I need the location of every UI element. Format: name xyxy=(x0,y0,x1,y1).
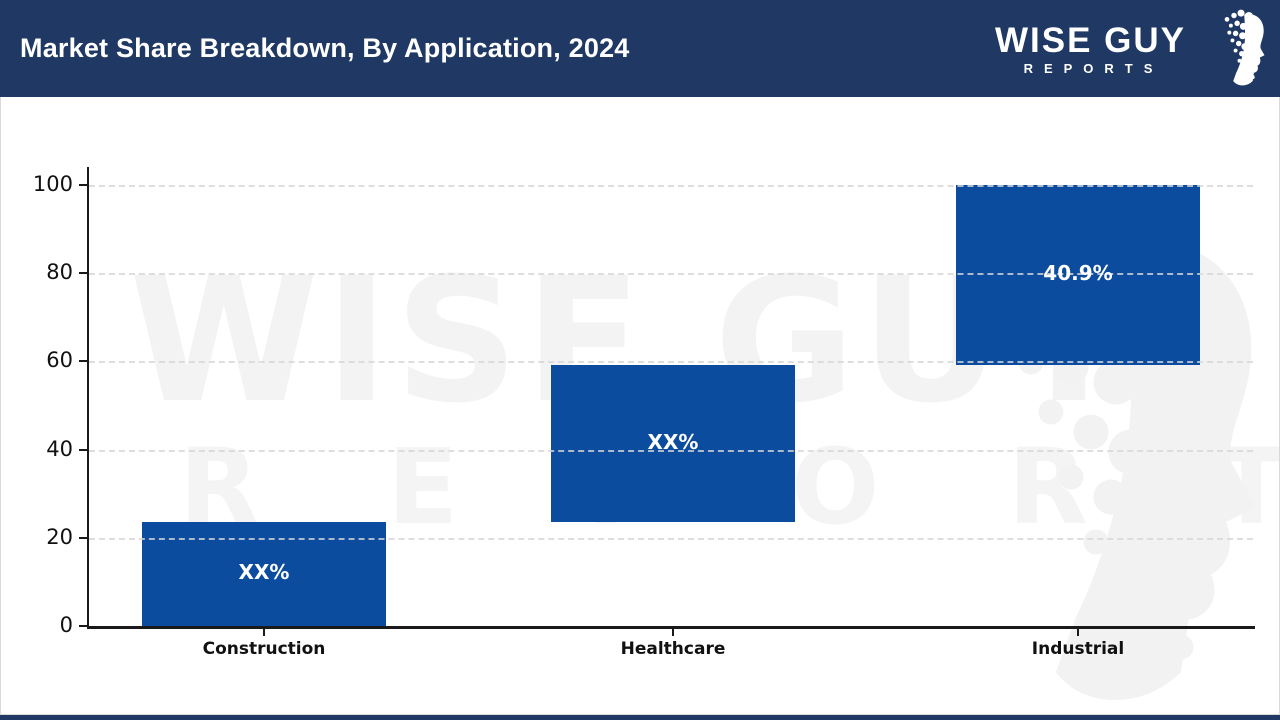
gridline-y40 xyxy=(89,449,1253,452)
y-tick-label: 40 xyxy=(46,436,73,461)
x-tick-mark xyxy=(672,629,674,636)
bar-value-label: XX% xyxy=(238,560,290,585)
dotted-head-icon xyxy=(1224,9,1265,85)
bar-value-label: XX% xyxy=(647,429,699,454)
y-tick-label: 100 xyxy=(32,172,73,196)
y-tick-mark xyxy=(79,625,87,627)
gridline-y80 xyxy=(89,273,1253,276)
brand-logo-text: WISE GUY REPORTS xyxy=(995,23,1186,75)
brand-logo: WISE GUY REPORTS xyxy=(995,7,1266,91)
y-tick-mark xyxy=(79,272,87,275)
footer-bar xyxy=(0,715,1280,720)
y-axis-spine xyxy=(87,167,89,629)
brand-name: WISE GUY xyxy=(994,20,1186,60)
y-tick-label: 0 xyxy=(59,613,73,637)
x-tick-mark xyxy=(1077,629,1079,636)
x-axis-spine xyxy=(87,626,1255,629)
y-tick-mark xyxy=(79,360,87,363)
page-title: Market Share Breakdown, By Application, … xyxy=(20,33,630,63)
bar-healthcare xyxy=(551,365,795,523)
y-tick-mark xyxy=(79,536,87,539)
bar-value-label: 40.9% xyxy=(1043,261,1113,286)
x-category-label: Industrial xyxy=(1031,639,1125,659)
brand-subname: REPORTS xyxy=(1023,60,1164,76)
chart-area: WISE GUY R E P O R T S 020406080100XX%Co… xyxy=(0,97,1280,715)
x-category-label: Construction xyxy=(202,639,326,659)
x-tick-mark xyxy=(263,629,265,636)
y-tick-mark xyxy=(79,448,87,451)
gridline-y60 xyxy=(89,361,1253,364)
gridline-y100 xyxy=(89,185,1253,187)
y-tick-label: 20 xyxy=(46,524,73,549)
gridline-y20 xyxy=(89,537,1253,540)
y-tick-label: 60 xyxy=(46,348,73,373)
bar-industrial xyxy=(956,185,1200,366)
y-tick-mark xyxy=(79,184,87,186)
header-bar: Market Share Breakdown, By Application, … xyxy=(0,0,1280,97)
x-category-label: Healthcare xyxy=(620,639,726,659)
y-tick-label: 80 xyxy=(46,260,73,285)
